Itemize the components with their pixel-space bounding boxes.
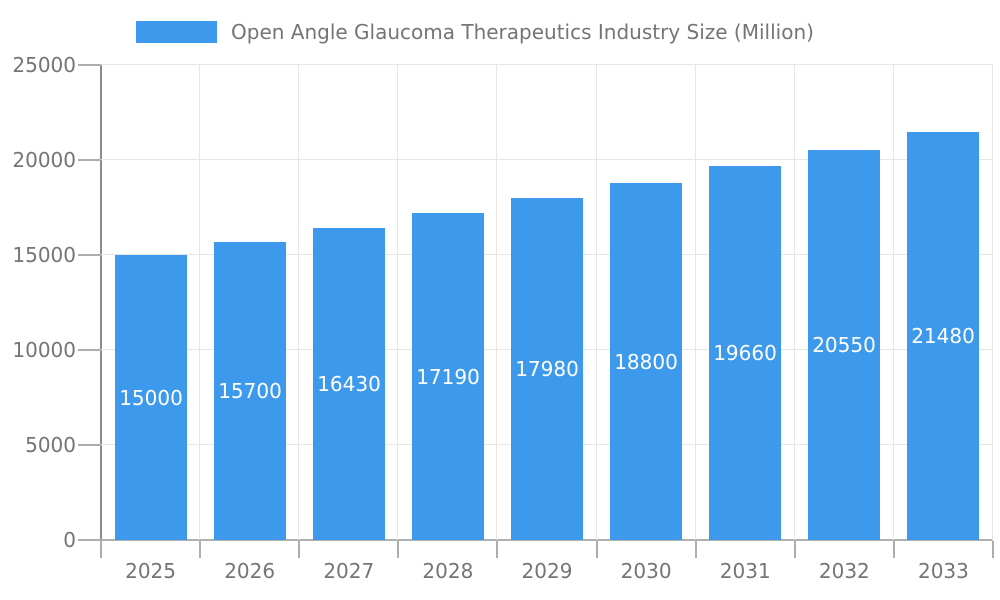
x-tick-mark <box>100 541 102 558</box>
v-gridline <box>992 65 993 540</box>
bar-2029[interactable]: 17980 <box>511 198 583 540</box>
y-tick-mark <box>78 444 101 446</box>
x-tick-mark <box>695 541 697 558</box>
y-tick-mark <box>78 159 101 161</box>
x-axis-label-2029: 2029 <box>521 559 573 583</box>
y-axis-label: 15000 <box>12 243 76 267</box>
y-axis-label: 25000 <box>12 53 76 77</box>
x-axis-label-2026: 2026 <box>224 559 276 583</box>
x-tick-mark <box>893 541 895 558</box>
y-tick-mark <box>78 349 101 351</box>
bar-value-label: 20550 <box>812 333 876 357</box>
bar-value-label: 17980 <box>515 357 579 381</box>
x-axis-line <box>90 539 993 541</box>
x-tick-mark <box>298 541 300 558</box>
x-axis-label-2031: 2031 <box>719 559 771 583</box>
x-axis-label-2033: 2033 <box>917 559 969 583</box>
bar-2033[interactable]: 21480 <box>907 132 979 540</box>
x-tick-mark <box>199 541 201 558</box>
bar-2028[interactable]: 17190 <box>412 213 484 540</box>
y-axis-label: 10000 <box>12 338 76 362</box>
x-axis-label-2028: 2028 <box>422 559 474 583</box>
x-tick-mark <box>496 541 498 558</box>
legend-item[interactable]: Open Angle Glaucoma Therapeutics Industr… <box>136 19 814 45</box>
y-axis-label: 5000 <box>25 433 76 457</box>
x-tick-mark <box>992 541 994 558</box>
v-gridline <box>695 65 696 540</box>
v-gridline <box>794 65 795 540</box>
bar-2032[interactable]: 20550 <box>808 150 880 540</box>
legend-swatch[interactable] <box>136 21 217 43</box>
h-gridline <box>101 159 993 160</box>
y-axis-labels: 0 5000 10000 15000 20000 25000 <box>0 0 76 600</box>
bar-2025[interactable]: 15000 <box>115 255 187 540</box>
x-tick-mark <box>596 541 598 558</box>
bar-value-label: 21480 <box>911 324 975 348</box>
x-axis-label-2030: 2030 <box>620 559 672 583</box>
bar-2031[interactable]: 19660 <box>709 166 781 540</box>
y-tick-mark <box>78 254 101 256</box>
y-axis-line <box>100 64 102 541</box>
v-gridline <box>596 65 597 540</box>
bar-2026[interactable]: 15700 <box>214 242 286 540</box>
v-gridline <box>397 65 398 540</box>
v-gridline <box>199 65 200 540</box>
bar-value-label: 15700 <box>218 379 282 403</box>
y-tick-mark <box>78 539 101 541</box>
x-axis-label-2027: 2027 <box>323 559 375 583</box>
legend-label: Open Angle Glaucoma Therapeutics Industr… <box>231 20 814 44</box>
v-gridline <box>496 65 497 540</box>
bar-value-label: 17190 <box>416 364 480 389</box>
x-axis-label-2025: 2025 <box>125 559 176 583</box>
v-gridline <box>893 65 894 540</box>
x-axis-label-2032: 2032 <box>818 559 870 583</box>
bar-value-label: 16430 <box>317 372 381 396</box>
y-axis-label: 20000 <box>12 148 76 172</box>
bar-value-label: 19660 <box>713 341 777 365</box>
bar-value-label: 18800 <box>614 349 678 374</box>
v-gridline <box>298 65 299 540</box>
h-gridline <box>101 64 993 65</box>
x-tick-mark <box>397 541 399 558</box>
bar-2027[interactable]: 16430 <box>313 228 385 540</box>
plot-area: 15000 15700 16430 17190 17980 18800 19660 20550… <box>101 64 993 540</box>
y-axis-label: 0 <box>63 528 76 552</box>
bar-2030[interactable]: 18800 <box>610 183 682 540</box>
y-tick-mark <box>78 64 101 66</box>
bar-value-label: 15000 <box>119 385 183 410</box>
x-tick-mark <box>794 541 796 558</box>
